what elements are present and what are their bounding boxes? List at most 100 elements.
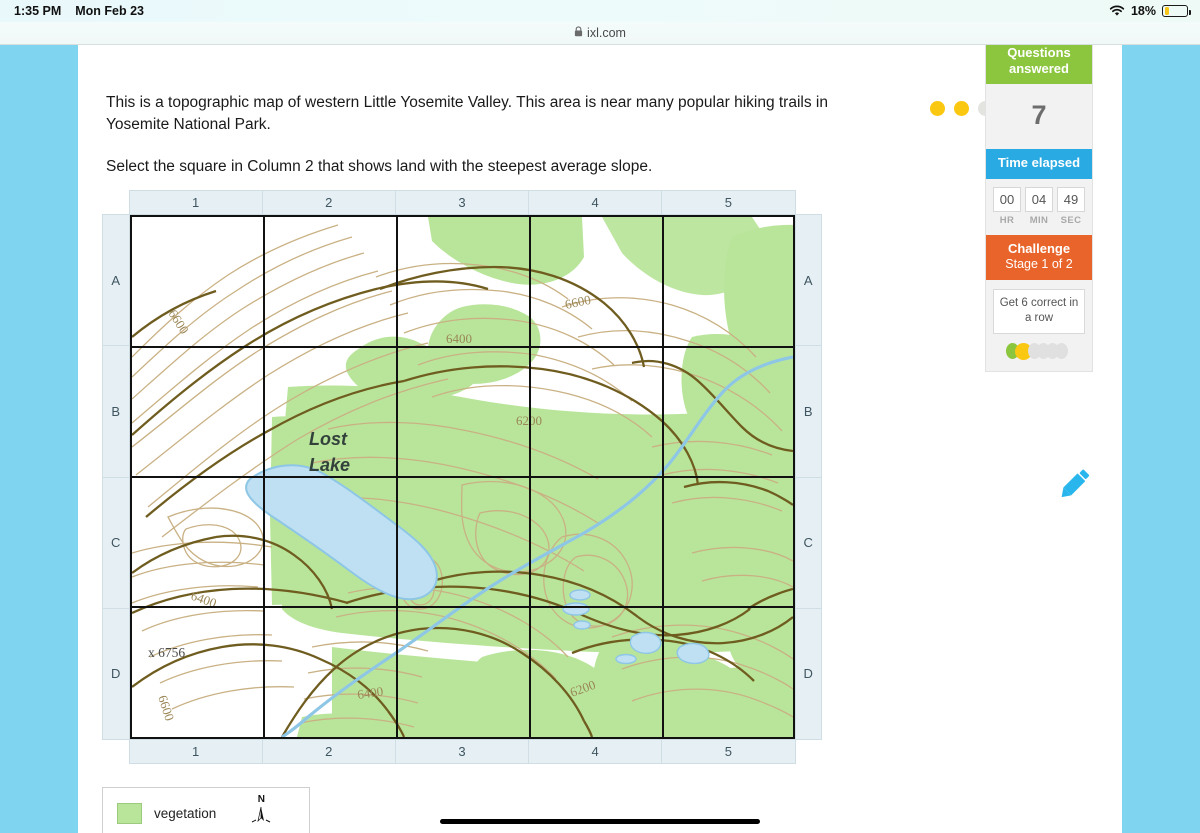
time-elapsed-header: Time elapsed: [986, 149, 1092, 179]
contour-label-a3: 6400: [446, 331, 472, 346]
map-cell-C1[interactable]: [132, 478, 263, 606]
challenge-stage: Stage 1 of 2: [1005, 257, 1073, 272]
battery-icon: [1162, 5, 1191, 17]
map-legend: vegetation N: [102, 787, 310, 833]
challenge-progress-pills: [986, 334, 1092, 371]
questions-answered-value: 7: [1031, 100, 1047, 131]
map-cell-C5[interactable]: [664, 478, 793, 606]
spot-elevation-label: x 6756: [148, 645, 185, 660]
row-header-A-right: A: [794, 213, 822, 347]
page-canvas: This is a topographic map of western Lit…: [78, 45, 1122, 833]
row-header-B-left: B: [102, 345, 130, 478]
row-header-B-right: B: [794, 345, 822, 478]
map-canvas-cell: 6600 6400 6600 6200 6400 6600 6400 6200 …: [129, 215, 795, 740]
map-cell-D2[interactable]: [265, 608, 396, 737]
lost-lake-label-line2: Lake: [309, 455, 350, 475]
browser-url-bar[interactable]: ixl.com: [0, 22, 1200, 45]
timer-seconds: 49: [1057, 186, 1085, 212]
map-cell-A4[interactable]: [531, 217, 662, 346]
score-panel: Questions answered 7 Time elapsed 00 04 …: [985, 45, 1093, 372]
timer-hours: 00: [993, 186, 1021, 212]
map-cell-D5[interactable]: [664, 608, 793, 737]
column-header-2: 2: [261, 190, 396, 215]
home-indicator: [440, 819, 760, 824]
map-cell-B1[interactable]: [132, 348, 263, 476]
contour-label-d2: 6400: [356, 683, 384, 701]
map-cell-A2[interactable]: [265, 217, 396, 346]
vegetation-swatch: [117, 802, 142, 824]
timer-minutes: 04: [1025, 186, 1053, 212]
status-bar-right: 18%: [1109, 4, 1191, 18]
map-drawing: 6600 6400 6600 6200 6400 6600 6400 6200 …: [129, 215, 795, 739]
map-cell-D3[interactable]: [398, 608, 529, 737]
lost-lake-label-line1: Lost: [309, 429, 348, 449]
minor-contours: [131, 224, 793, 728]
grid-corner-tl: [103, 191, 130, 215]
column-footer-5: 5: [661, 739, 796, 764]
map-cell-C4[interactable]: [531, 478, 662, 606]
status-bar-left: 1:35 PM Mon Feb 23: [14, 4, 144, 18]
questions-answered-header: Questions answered: [986, 45, 1092, 85]
column-header-4: 4: [528, 190, 663, 215]
progress-pill-2: [1015, 342, 1032, 360]
ipad-status-bar: 1:35 PM Mon Feb 23 18%: [0, 0, 1200, 22]
progress-dot-1: [930, 101, 945, 116]
row-header-A-left: A: [102, 213, 130, 347]
question-paragraph-1: This is a topographic map of western Lit…: [106, 94, 828, 134]
map-cell-A1[interactable]: [132, 217, 263, 346]
contour-labels: 6600 6400 6600 6200 6400 6600 6400 6200: [155, 292, 597, 723]
water-features: [244, 355, 793, 737]
grid-corner-br: [795, 740, 822, 764]
url-container[interactable]: ixl.com: [574, 26, 626, 40]
index-contours: [131, 265, 793, 737]
status-time: 1:35 PM: [14, 4, 62, 18]
topographic-map: 1 2 3 4 5 A: [102, 190, 822, 825]
timer-min-label: MIN: [1029, 214, 1049, 226]
small-ponds: [561, 589, 710, 665]
map-cell-C3[interactable]: [398, 478, 529, 606]
map-cell-A5[interactable]: [664, 217, 793, 346]
column-header-1: 1: [128, 190, 263, 215]
timer-hr-label: HR: [999, 214, 1015, 226]
column-header-3: 3: [394, 190, 530, 215]
row-header-C-right: C: [794, 476, 822, 609]
challenge-title: Challenge: [1007, 240, 1071, 256]
column-footer-1: 1: [128, 739, 263, 764]
compass-rose-icon: N: [250, 794, 272, 832]
vegetation-legend-label: vegetation: [154, 805, 217, 821]
map-cell-B2[interactable]: [265, 348, 396, 476]
contour-label-a4: 6600: [563, 292, 592, 312]
column-footer-3: 3: [394, 739, 530, 764]
timer-unit-labels: HR MIN SEC: [986, 212, 1092, 235]
row-header-D-left: D: [102, 607, 130, 741]
map-cell-A3[interactable]: [398, 217, 529, 346]
timer-display: 00 04 49: [986, 179, 1092, 212]
map-cell-D4[interactable]: [531, 608, 662, 737]
progress-dots: [930, 101, 993, 116]
row-header-D-right: D: [794, 607, 822, 741]
status-date: Mon Feb 23: [75, 4, 145, 18]
map-cell-C2[interactable]: [265, 478, 396, 606]
question-text: This is a topographic map of western Lit…: [106, 92, 866, 178]
progress-pill-6: [1055, 343, 1068, 360]
column-header-5: 5: [661, 190, 796, 215]
grid-corner-bl: [103, 740, 130, 764]
map-cell-B4[interactable]: [531, 348, 662, 476]
pencil-icon[interactable]: [1053, 463, 1095, 510]
grid-corner-tr: [795, 191, 822, 215]
progress-dot-2: [954, 101, 969, 116]
question-paragraph-2: Select the square in Column 2 that shows…: [106, 157, 653, 175]
column-footer-2: 2: [261, 739, 396, 764]
map-grid-table: 1 2 3 4 5 A: [102, 190, 822, 764]
challenge-banner: Challenge Stage 1 of 2: [986, 234, 1092, 280]
map-cell-B5[interactable]: [664, 348, 793, 476]
stream-path: [280, 355, 793, 737]
compass-north-label: N: [257, 794, 265, 805]
map-cell-D1[interactable]: [132, 608, 263, 737]
battery-percent-label: 18%: [1130, 4, 1156, 18]
map-cell-B3[interactable]: [398, 348, 529, 476]
timer-sec-label: SEC: [1060, 214, 1082, 226]
lock-icon: [574, 26, 583, 40]
challenge-goal-text: Get 6 correct in a row: [993, 288, 1085, 334]
wifi-icon: [1109, 5, 1125, 17]
